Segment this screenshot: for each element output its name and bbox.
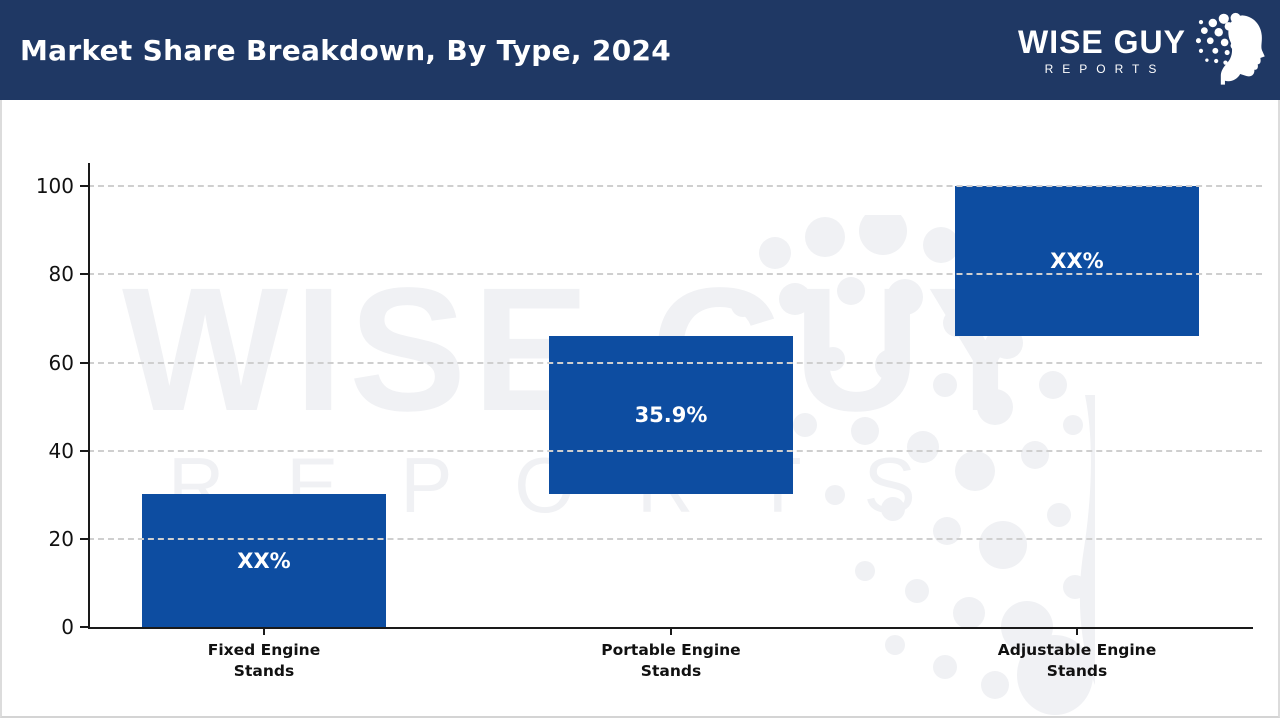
y-axis-tick [80,273,88,276]
y-axis-line [88,163,90,629]
y-axis-tick-label: 40 [48,438,74,463]
x-axis-category-label: Fixed Engine Stands [207,641,321,680]
y-axis-tick-label: 0 [61,615,74,639]
logo-subtitle: REPORTS [1044,61,1166,76]
x-axis-tick [263,629,265,635]
wiseguy-head-icon [1195,12,1265,85]
gridline [88,361,1262,364]
y-axis-tick [80,626,88,628]
x-axis-category-label: Adjustable Engine Stands [997,641,1157,680]
bar-segment: XX% [955,186,1199,337]
y-axis-tick-label: 100 [35,174,74,199]
x-axis-tick [670,629,672,635]
gridline [88,537,1262,540]
bar-value-label: XX% [237,548,291,573]
x-axis-tick [1076,629,1078,635]
y-axis-tick-label: 80 [48,262,74,287]
gridline [88,273,1262,276]
bar-segment: XX% [142,494,386,627]
header: Market Share Breakdown, By Type, 2024 [0,0,1280,100]
y-axis-tick [80,537,88,540]
bar-value-label: XX% [1050,249,1104,274]
wiseguy-logo: WISE GUY REPORTS [1018,8,1266,92]
y-axis-tick [80,361,88,364]
bar-value-label: 35.9% [634,403,708,428]
y-axis-tick [80,449,88,452]
bar-segment: 35.9% [549,336,793,495]
page-title: Market Share Breakdown, By Type, 2024 [20,33,672,67]
gridline [88,185,1262,188]
y-axis-tick-label: 60 [48,350,74,375]
gridline [88,449,1262,452]
y-axis-tick [80,185,88,188]
x-axis-line [88,627,1253,629]
x-axis-category-label: Portable Engine Stands [601,641,741,680]
logo-wordmark: WISE GUY [1017,23,1186,60]
y-axis-tick-label: 20 [48,526,74,551]
